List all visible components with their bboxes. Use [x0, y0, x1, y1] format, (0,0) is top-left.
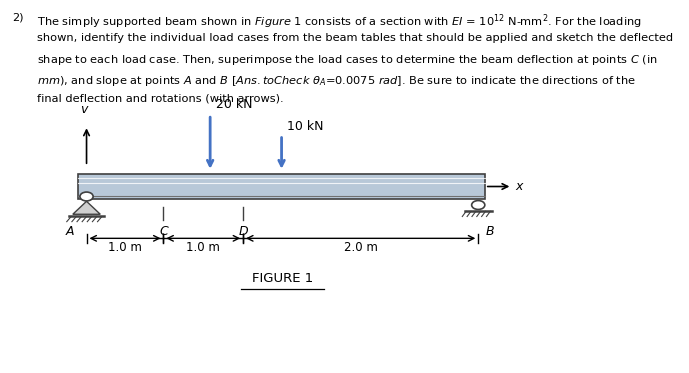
Circle shape [472, 201, 485, 210]
FancyBboxPatch shape [79, 173, 485, 200]
Text: shown, identify the individual load cases from the beam tables that should be ap: shown, identify the individual load case… [37, 33, 673, 43]
Text: shape to each load case. Then, superimpose the load cases to determine the beam : shape to each load case. Then, superimpo… [37, 53, 657, 67]
Text: 2): 2) [12, 13, 24, 22]
Text: FIGURE 1: FIGURE 1 [251, 272, 313, 285]
Text: 1.0 m: 1.0 m [108, 241, 142, 254]
Text: 20 kN: 20 kN [216, 98, 252, 111]
Circle shape [80, 192, 93, 201]
Text: $\it{mm}$), and slope at points $\it{A}$ and $\it{B}$ [$\it{Ans. to Check}$ $\th: $\it{mm}$), and slope at points $\it{A}$… [37, 73, 636, 88]
Text: final deflection and rotations (with arrows).: final deflection and rotations (with arr… [37, 94, 284, 104]
Text: 10 kN: 10 kN [287, 120, 324, 133]
Text: x: x [515, 180, 522, 193]
Text: 2.0 m: 2.0 m [344, 241, 378, 254]
Text: v: v [80, 103, 88, 116]
Text: 1.0 m: 1.0 m [186, 241, 220, 254]
Text: D: D [238, 225, 248, 238]
Text: The simply supported beam shown in $\it{Figure\ 1}$ consists of a section with $: The simply supported beam shown in $\it{… [37, 13, 642, 31]
Text: A: A [66, 225, 74, 238]
Polygon shape [73, 201, 101, 214]
Text: C: C [159, 225, 168, 238]
Text: B: B [486, 225, 495, 238]
